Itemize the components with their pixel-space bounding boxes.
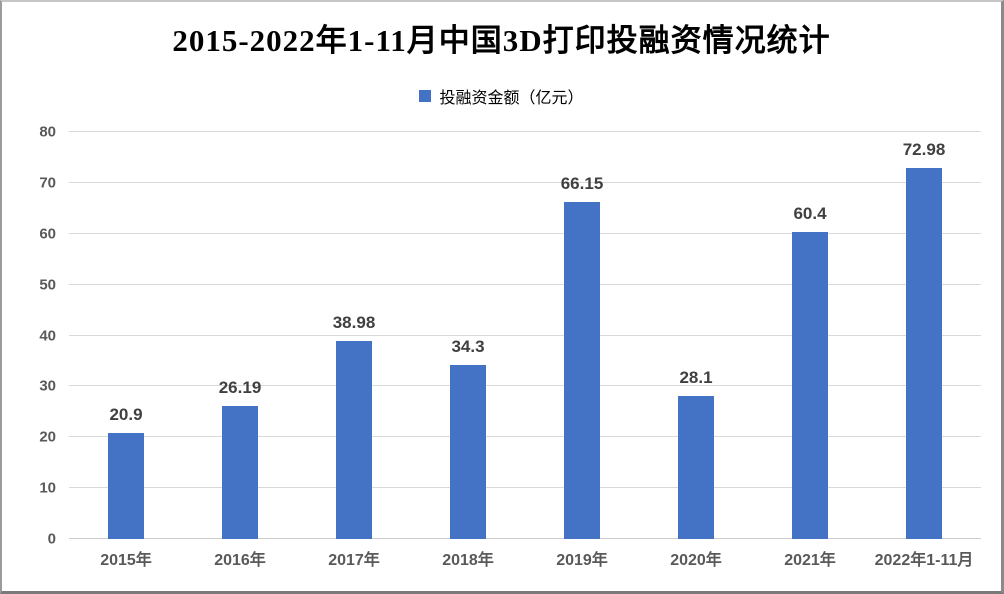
x-axis-category-label: 2015年 (100, 552, 152, 569)
y-axis-tick-label: 10 (39, 479, 56, 497)
x-axis-baseline (69, 538, 981, 539)
bar (678, 396, 714, 539)
x-axis-category-label: 2022年1-11月 (874, 552, 974, 569)
y-axis-tick-label: 60 (39, 225, 56, 243)
bar-value-label: 38.98 (332, 312, 376, 332)
bar (564, 202, 600, 539)
bar (108, 432, 144, 539)
y-axis-tick-label: 40 (39, 327, 56, 344)
legend: 投融资金额（亿元） (2, 84, 1001, 108)
gridline (69, 334, 981, 336)
bar (450, 364, 486, 539)
gridline (69, 181, 981, 183)
gridline (69, 436, 981, 438)
gridline (69, 385, 981, 387)
plot-area: 0 10 20 30 40 50 60 70 80 20.9 2015年 26.19 2016年 38.9… (39, 125, 981, 569)
x-axis-category-label: 2020年 (670, 552, 722, 569)
gridline (69, 487, 981, 489)
gridline (69, 283, 981, 285)
x-axis-category-label: 2016年 (214, 552, 266, 569)
x-axis-category-label: 2019年 (556, 552, 608, 569)
bar-value-label: 26.19 (218, 377, 262, 397)
y-axis-tick-label: 80 (39, 123, 56, 141)
y-axis-tick-label: 0 (47, 530, 56, 548)
bar-value-label: 20.9 (109, 404, 143, 424)
bar (792, 231, 828, 539)
y-axis-tick-label: 70 (39, 174, 56, 192)
x-axis-category-label: 2021年 (784, 552, 836, 569)
bar (222, 405, 258, 539)
bar-value-label: 34.3 (451, 336, 485, 356)
bar-value-label: 28.1 (679, 368, 713, 388)
gridline (69, 131, 981, 132)
chart-title: 2015-2022年1-11月中国3D打印投融资情况统计 (172, 23, 831, 58)
bar-value-label: 72.98 (902, 139, 946, 159)
bar-value-label: 60.4 (793, 203, 827, 223)
legend-swatch-icon (419, 90, 432, 102)
bar (906, 167, 942, 539)
y-axis-tick-label: 50 (39, 276, 56, 294)
y-axis-tick-label: 30 (39, 377, 56, 395)
gridline (69, 232, 981, 234)
x-axis-category-label: 2018年 (442, 552, 494, 569)
bar (336, 340, 372, 539)
bar-value-label: 66.15 (560, 174, 604, 194)
y-axis-tick-label: 20 (39, 428, 56, 446)
x-axis-category-label: 2017年 (328, 552, 380, 569)
legend-label: 投融资金额（亿元） (439, 90, 584, 107)
